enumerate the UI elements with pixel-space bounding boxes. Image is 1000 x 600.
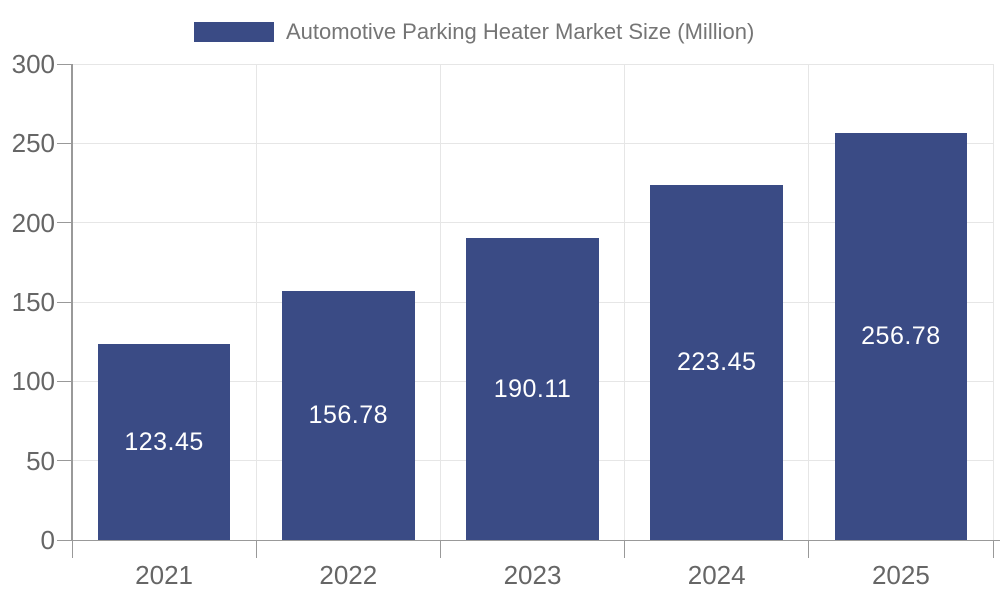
- bar-value-label: 156.78: [308, 401, 389, 430]
- x-tick: [71, 540, 73, 558]
- y-tick-label: 300: [11, 49, 55, 79]
- legend-swatch: [194, 22, 274, 42]
- y-tick-label: 250: [11, 128, 55, 159]
- gridline-horizontal: [72, 63, 993, 65]
- gridline-vertical: [624, 64, 626, 540]
- gridline-horizontal: [72, 142, 993, 144]
- y-tick: [57, 222, 72, 224]
- bar-2024[interactable]: 223.45: [650, 185, 783, 540]
- y-tick: [57, 301, 72, 303]
- y-tick-label: 50: [26, 445, 55, 476]
- y-tick: [57, 380, 72, 382]
- bar-value-label: 123.45: [124, 427, 204, 456]
- gridline-vertical: [992, 64, 994, 540]
- x-tick-label: 2023: [503, 560, 562, 590]
- bar-2025[interactable]: 256.78: [834, 132, 968, 540]
- y-axis-line: [71, 64, 73, 540]
- x-tick-label: 2025: [871, 560, 930, 590]
- x-tick-label: 2024: [687, 560, 746, 590]
- y-tick: [57, 142, 72, 144]
- bar-2022[interactable]: 156.78: [281, 291, 415, 540]
- x-tick: [439, 540, 441, 558]
- x-tick: [808, 540, 810, 558]
- y-tick-label: 150: [11, 287, 55, 317]
- y-tick: [57, 63, 72, 65]
- x-tick: [255, 540, 257, 558]
- bar-value-label: 190.11: [493, 374, 572, 403]
- x-tick: [992, 540, 994, 558]
- y-tick: [57, 539, 72, 541]
- y-tick-label: 100: [11, 366, 55, 397]
- bar-value-label: 256.78: [861, 321, 941, 350]
- bar-2023[interactable]: 190.11: [466, 238, 599, 540]
- gridline-vertical: [255, 64, 257, 540]
- y-tick-label: 0: [40, 525, 55, 555]
- x-tick: [624, 540, 626, 558]
- x-tick-label: 2022: [319, 560, 378, 590]
- x-tick-label: 2021: [135, 560, 194, 590]
- gridline-horizontal: [72, 222, 993, 224]
- y-tick-label: 200: [11, 207, 55, 238]
- gridline-vertical: [439, 64, 441, 540]
- bar-2021[interactable]: 123.45: [97, 344, 231, 540]
- gridline-vertical: [808, 64, 810, 540]
- legend-item[interactable]: Automotive Parking Heater Market Size (M…: [194, 21, 754, 43]
- bar-value-label: 223.45: [676, 348, 757, 377]
- legend-label: Automotive Parking Heater Market Size (M…: [286, 19, 755, 44]
- y-tick: [57, 460, 72, 462]
- x-axis-line: [72, 539, 1000, 541]
